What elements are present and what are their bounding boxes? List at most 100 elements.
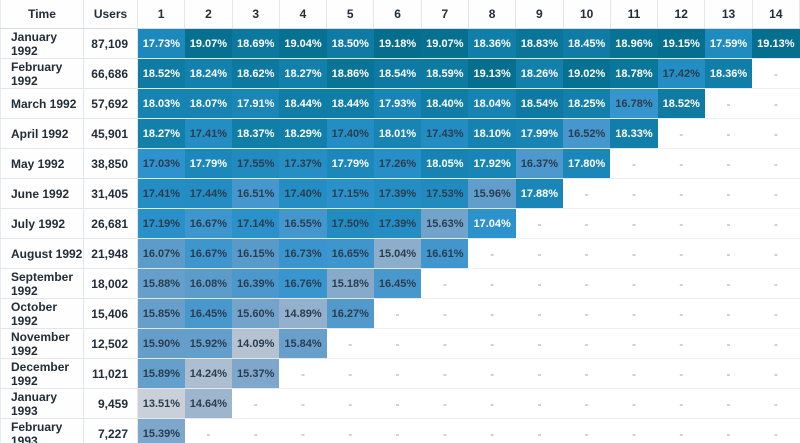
cohort-cell-empty: - [468, 418, 516, 443]
row-users: 45,901 [83, 118, 138, 149]
cohort-cell: 18.52% [657, 88, 705, 119]
column-header-time[interactable]: Time [0, 0, 84, 29]
column-header-13[interactable]: 13 [704, 0, 753, 29]
cohort-cell-empty: - [610, 238, 658, 269]
cohort-cell: 18.45% [563, 28, 611, 59]
cohort-cell-empty: - [279, 388, 327, 419]
cohort-cell: 18.86% [326, 58, 374, 89]
row-label: November 1992 [0, 328, 84, 359]
cohort-cell-empty: - [657, 238, 705, 269]
cohort-cell: 18.54% [373, 58, 422, 89]
cohort-cell-empty: - [563, 388, 611, 419]
cohort-cell: 18.44% [326, 88, 374, 119]
column-header-8[interactable]: 8 [468, 0, 517, 29]
cohort-cell-empty: - [468, 388, 516, 419]
cohort-cell-empty: - [563, 238, 611, 269]
table-row: February 1992 66,686 18.52% 18.24% 18.62% 18.… [0, 58, 800, 89]
column-header-5[interactable]: 5 [326, 0, 375, 29]
row-users: 7,227 [83, 418, 138, 443]
cohort-cell-empty: - [563, 328, 611, 359]
cohort-cell-empty: - [704, 298, 753, 329]
cohort-cell-empty: - [704, 388, 753, 419]
cohort-cell-empty: - [610, 208, 658, 239]
cohort-cell: 17.40% [279, 178, 327, 209]
cohort-cell: 17.73% [137, 28, 185, 59]
column-header-14[interactable]: 14 [752, 0, 800, 29]
cohort-cell-empty: - [515, 358, 564, 389]
column-header-9[interactable]: 9 [515, 0, 564, 29]
cohort-cell-empty: - [421, 418, 469, 443]
column-header-3[interactable]: 3 [232, 0, 280, 29]
column-header-7[interactable]: 7 [421, 0, 469, 29]
cohort-cell-empty: - [610, 358, 658, 389]
cohort-cell-empty: - [563, 268, 611, 299]
cohort-cell: 16.78% [610, 88, 658, 119]
cohort-cell-empty: - [704, 178, 753, 209]
cohort-cell-empty: - [373, 358, 422, 389]
cohort-cell-empty: - [515, 298, 564, 329]
cohort-cell: 16.73% [279, 238, 327, 269]
cohort-cell: 19.13% [752, 28, 800, 59]
cohort-cell: 18.69% [232, 28, 280, 59]
cohort-cell-empty: - [752, 268, 800, 299]
cohort-cell-empty: - [752, 418, 800, 443]
row-users: 66,686 [83, 58, 138, 89]
cohort-cell-empty: - [515, 418, 564, 443]
cohort-cell-empty: - [563, 358, 611, 389]
cohort-table-body: January 1992 87,109 17.73% 19.07% 18.69% 19.0… [0, 28, 800, 443]
cohort-cell-empty: - [515, 268, 564, 299]
cohort-cell: 17.92% [468, 148, 516, 179]
cohort-cell-empty: - [421, 268, 469, 299]
cohort-cell: 18.36% [704, 58, 753, 89]
cohort-cell: 17.42% [657, 58, 705, 89]
cohort-cell: 18.62% [232, 58, 280, 89]
cohort-cell-empty: - [752, 328, 800, 359]
cohort-cell: 18.96% [610, 28, 658, 59]
column-header-4[interactable]: 4 [279, 0, 328, 29]
cohort-cell-empty: - [421, 298, 469, 329]
cohort-cell-empty: - [704, 358, 753, 389]
column-header-12[interactable]: 12 [657, 0, 706, 29]
cohort-cell: 14.64% [184, 388, 233, 419]
column-header-2[interactable]: 2 [184, 0, 233, 29]
cohort-cell: 14.09% [232, 328, 280, 359]
cohort-cell: 14.89% [279, 298, 327, 329]
column-header-6[interactable]: 6 [373, 0, 422, 29]
cohort-cell-empty: - [326, 388, 374, 419]
row-label: March 1992 [0, 88, 84, 119]
cohort-cell-empty: - [326, 328, 374, 359]
cohort-cell-empty: - [657, 268, 705, 299]
cohort-cell: 15.90% [137, 328, 185, 359]
cohort-cell: 18.78% [610, 58, 658, 89]
cohort-cell-empty: - [421, 358, 469, 389]
row-users: 38,850 [83, 148, 138, 179]
cohort-cell-empty: - [704, 238, 753, 269]
cohort-cell-empty: - [515, 208, 564, 239]
table-row: September 1992 18,002 15.88% 16.08% 16.39% 16… [0, 268, 800, 299]
cohort-cell: 18.05% [421, 148, 469, 179]
cohort-cell: 15.89% [137, 358, 185, 389]
cohort-cell-empty: - [704, 88, 753, 119]
cohort-cell: 15.85% [137, 298, 185, 329]
cohort-cell-empty: - [515, 328, 564, 359]
cohort-cell: 13.51% [137, 388, 185, 419]
cohort-cell: 18.59% [421, 58, 469, 89]
cohort-cell-empty: - [468, 328, 516, 359]
row-users: 21,948 [83, 238, 138, 269]
cohort-cell-empty: - [610, 388, 658, 419]
cohort-cell-empty: - [752, 388, 800, 419]
cohort-cell: 17.41% [137, 178, 185, 209]
cohort-cell: 18.54% [515, 88, 564, 119]
cohort-cell: 17.39% [373, 208, 422, 239]
column-header-1[interactable]: 1 [137, 0, 186, 29]
column-header-users[interactable]: Users [83, 0, 138, 29]
column-header-10[interactable]: 10 [563, 0, 611, 29]
table-row: April 1992 45,901 18.27% 17.41% 18.37% 18.29%… [0, 118, 800, 149]
cohort-cell-empty: - [563, 178, 611, 209]
cohort-cell: 16.67% [184, 238, 233, 269]
column-header-11[interactable]: 11 [610, 0, 659, 29]
table-row: July 1992 26,681 17.19% 16.67% 17.14% 16.55% 1… [0, 208, 800, 239]
row-users: 31,405 [83, 178, 138, 209]
cohort-cell: 17.43% [421, 118, 469, 149]
table-row: December 1992 11,021 15.89% 14.24% 15.37% - - -… [0, 358, 800, 389]
